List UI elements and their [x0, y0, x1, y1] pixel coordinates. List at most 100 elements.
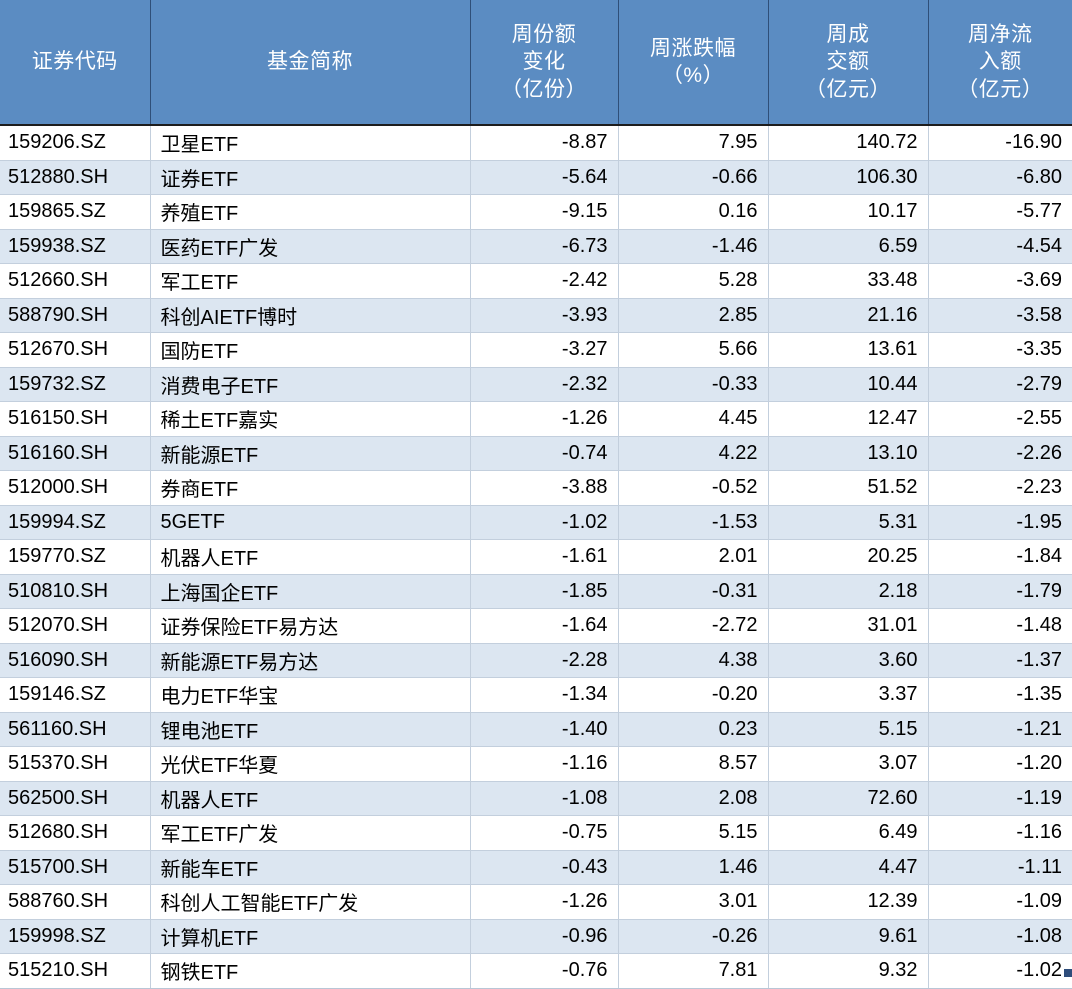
cell-weekly-change-pct[interactable]: 2.01 — [618, 539, 769, 575]
cell-weekly-share-change[interactable]: -9.15 — [470, 194, 619, 230]
cell-weekly-change-pct[interactable]: -0.31 — [618, 574, 769, 609]
cell-weekly-share-change[interactable]: -1.85 — [470, 574, 619, 609]
cell-weekly-net-inflow[interactable]: -6.80 — [928, 160, 1072, 195]
cell-weekly-net-inflow[interactable]: -1.09 — [928, 884, 1072, 920]
cell-fund-short-name[interactable]: 消费电子ETF — [150, 367, 471, 402]
cell-weekly-change-pct[interactable]: -0.26 — [618, 919, 769, 954]
cell-weekly-net-inflow[interactable]: -2.23 — [928, 470, 1072, 506]
cell-weekly-net-inflow[interactable]: -3.58 — [928, 298, 1072, 333]
cell-security-code[interactable]: 562500.SH — [0, 781, 151, 816]
cell-weekly-net-inflow[interactable]: -2.79 — [928, 367, 1072, 402]
cell-weekly-change-pct[interactable]: 0.23 — [618, 712, 769, 747]
cell-weekly-share-change[interactable]: -3.93 — [470, 298, 619, 333]
column-header-weekly-net-inflow[interactable]: 周净流 入额 （亿元） — [928, 0, 1072, 126]
column-header-fund-short-name[interactable]: 基金简称 — [150, 0, 471, 126]
cell-fund-short-name[interactable]: 新能源ETF易方达 — [150, 643, 471, 678]
cell-weekly-net-inflow[interactable]: -2.55 — [928, 401, 1072, 437]
cell-fund-short-name[interactable]: 国防ETF — [150, 332, 471, 368]
cell-weekly-share-change[interactable]: -1.08 — [470, 781, 619, 816]
table-row[interactable]: 159938.SZ 医药ETF广发 -6.73 -1.46 6.59 -4.54 — [0, 229, 1072, 264]
cell-weekly-turnover[interactable]: 12.39 — [768, 884, 929, 920]
cell-weekly-net-inflow[interactable]: -1.95 — [928, 505, 1072, 540]
cell-weekly-turnover[interactable]: 21.16 — [768, 298, 929, 333]
table-row[interactable]: 588790.SH 科创AIETF博时 -3.93 2.85 21.16 -3.58 — [0, 298, 1072, 333]
cell-fund-short-name[interactable]: 科创人工智能ETF广发 — [150, 884, 471, 920]
column-header-security-code[interactable]: 证券代码 — [0, 0, 151, 126]
cell-weekly-turnover[interactable]: 106.30 — [768, 160, 929, 195]
cell-security-code[interactable]: 159732.SZ — [0, 367, 151, 402]
table-row[interactable]: 159994.SZ 5GETF -1.02 -1.53 5.31 -1.95 — [0, 505, 1072, 540]
table-row[interactable]: 516090.SH 新能源ETF易方达 -2.28 4.38 3.60 -1.37 — [0, 643, 1072, 678]
cell-fund-short-name[interactable]: 新能源ETF — [150, 436, 471, 471]
table-row[interactable]: 512000.SH 券商ETF -3.88 -0.52 51.52 -2.23 — [0, 470, 1072, 506]
cell-security-code[interactable]: 512000.SH — [0, 470, 151, 506]
cell-security-code[interactable]: 515700.SH — [0, 850, 151, 885]
cell-weekly-change-pct[interactable]: 3.01 — [618, 884, 769, 920]
cell-weekly-change-pct[interactable]: 5.66 — [618, 332, 769, 368]
table-row[interactable]: 516150.SH 稀土ETF嘉实 -1.26 4.45 12.47 -2.55 — [0, 401, 1072, 437]
cell-weekly-turnover[interactable]: 72.60 — [768, 781, 929, 816]
table-row[interactable]: 512070.SH 证券保险ETF易方达 -1.64 -2.72 31.01 -1.48 — [0, 608, 1072, 644]
cell-weekly-change-pct[interactable]: 2.08 — [618, 781, 769, 816]
table-row[interactable]: 516160.SH 新能源ETF -0.74 4.22 13.10 -2.26 — [0, 436, 1072, 471]
table-row[interactable]: 159732.SZ 消费电子ETF -2.32 -0.33 10.44 -2.79 — [0, 367, 1072, 402]
cell-weekly-turnover[interactable]: 3.60 — [768, 643, 929, 678]
cell-weekly-net-inflow[interactable]: -1.11 — [928, 850, 1072, 885]
cell-weekly-change-pct[interactable]: -2.72 — [618, 608, 769, 644]
cell-weekly-turnover[interactable]: 6.59 — [768, 229, 929, 264]
table-row[interactable]: 512670.SH 国防ETF -3.27 5.66 13.61 -3.35 — [0, 332, 1072, 368]
cell-weekly-net-inflow[interactable]: -1.20 — [928, 746, 1072, 782]
cell-weekly-change-pct[interactable]: 7.95 — [618, 125, 769, 161]
cell-weekly-change-pct[interactable]: 4.38 — [618, 643, 769, 678]
cell-weekly-share-change[interactable]: -1.34 — [470, 677, 619, 713]
table-row[interactable]: 510810.SH 上海国企ETF -1.85 -0.31 2.18 -1.79 — [0, 574, 1072, 609]
cell-weekly-change-pct[interactable]: -0.52 — [618, 470, 769, 506]
cell-weekly-turnover[interactable]: 13.10 — [768, 436, 929, 471]
cell-fund-short-name[interactable]: 科创AIETF博时 — [150, 298, 471, 333]
cell-security-code[interactable]: 516160.SH — [0, 436, 151, 471]
cell-security-code[interactable]: 561160.SH — [0, 712, 151, 747]
table-row[interactable]: 561160.SH 锂电池ETF -1.40 0.23 5.15 -1.21 — [0, 712, 1072, 747]
cell-fund-short-name[interactable]: 军工ETF — [150, 263, 471, 299]
cell-security-code[interactable]: 516090.SH — [0, 643, 151, 678]
table-row[interactable]: 159998.SZ 计算机ETF -0.96 -0.26 9.61 -1.08 — [0, 919, 1072, 954]
table-row[interactable]: 562500.SH 机器人ETF -1.08 2.08 72.60 -1.19 — [0, 781, 1072, 816]
cell-weekly-share-change[interactable]: -2.42 — [470, 263, 619, 299]
cell-fund-short-name[interactable]: 稀土ETF嘉实 — [150, 401, 471, 437]
cell-weekly-turnover[interactable]: 6.49 — [768, 815, 929, 851]
table-row[interactable]: 515370.SH 光伏ETF华夏 -1.16 8.57 3.07 -1.20 — [0, 746, 1072, 782]
cell-weekly-share-change[interactable]: -1.61 — [470, 539, 619, 575]
cell-security-code[interactable]: 512880.SH — [0, 160, 151, 195]
table-row[interactable]: 515700.SH 新能车ETF -0.43 1.46 4.47 -1.11 — [0, 850, 1072, 885]
cell-weekly-change-pct[interactable]: 1.46 — [618, 850, 769, 885]
cell-fund-short-name[interactable]: 券商ETF — [150, 470, 471, 506]
table-row[interactable]: 159206.SZ 卫星ETF -8.87 7.95 140.72 -16.90 — [0, 125, 1072, 161]
cell-weekly-share-change[interactable]: -1.16 — [470, 746, 619, 782]
cell-fund-short-name[interactable]: 养殖ETF — [150, 194, 471, 230]
cell-weekly-net-inflow[interactable]: -4.54 — [928, 229, 1072, 264]
cell-weekly-turnover[interactable]: 9.32 — [768, 953, 929, 989]
cell-fund-short-name[interactable]: 电力ETF华宝 — [150, 677, 471, 713]
cell-security-code[interactable]: 512680.SH — [0, 815, 151, 851]
cell-weekly-turnover[interactable]: 12.47 — [768, 401, 929, 437]
cell-security-code[interactable]: 512070.SH — [0, 608, 151, 644]
cell-weekly-net-inflow[interactable]: -3.69 — [928, 263, 1072, 299]
cell-fund-short-name[interactable]: 计算机ETF — [150, 919, 471, 954]
column-header-weekly-share-change[interactable]: 周份额 变化 （亿份） — [470, 0, 619, 126]
cell-weekly-change-pct[interactable]: 5.28 — [618, 263, 769, 299]
cell-weekly-share-change[interactable]: -2.28 — [470, 643, 619, 678]
cell-weekly-net-inflow[interactable]: -1.35 — [928, 677, 1072, 713]
cell-security-code[interactable]: 516150.SH — [0, 401, 151, 437]
cell-weekly-share-change[interactable]: -8.87 — [470, 125, 619, 161]
cell-security-code[interactable]: 159865.SZ — [0, 194, 151, 230]
cell-weekly-net-inflow[interactable]: -1.08 — [928, 919, 1072, 954]
cell-weekly-change-pct[interactable]: 7.81 — [618, 953, 769, 989]
table-row[interactable]: 512880.SH 证券ETF -5.64 -0.66 106.30 -6.80 — [0, 160, 1072, 195]
cell-security-code[interactable]: 512670.SH — [0, 332, 151, 368]
cell-security-code[interactable]: 588790.SH — [0, 298, 151, 333]
cell-fund-short-name[interactable]: 5GETF — [150, 505, 471, 540]
cell-weekly-turnover[interactable]: 31.01 — [768, 608, 929, 644]
cell-weekly-net-inflow[interactable]: -1.02 — [928, 953, 1072, 989]
cell-weekly-change-pct[interactable]: -1.53 — [618, 505, 769, 540]
